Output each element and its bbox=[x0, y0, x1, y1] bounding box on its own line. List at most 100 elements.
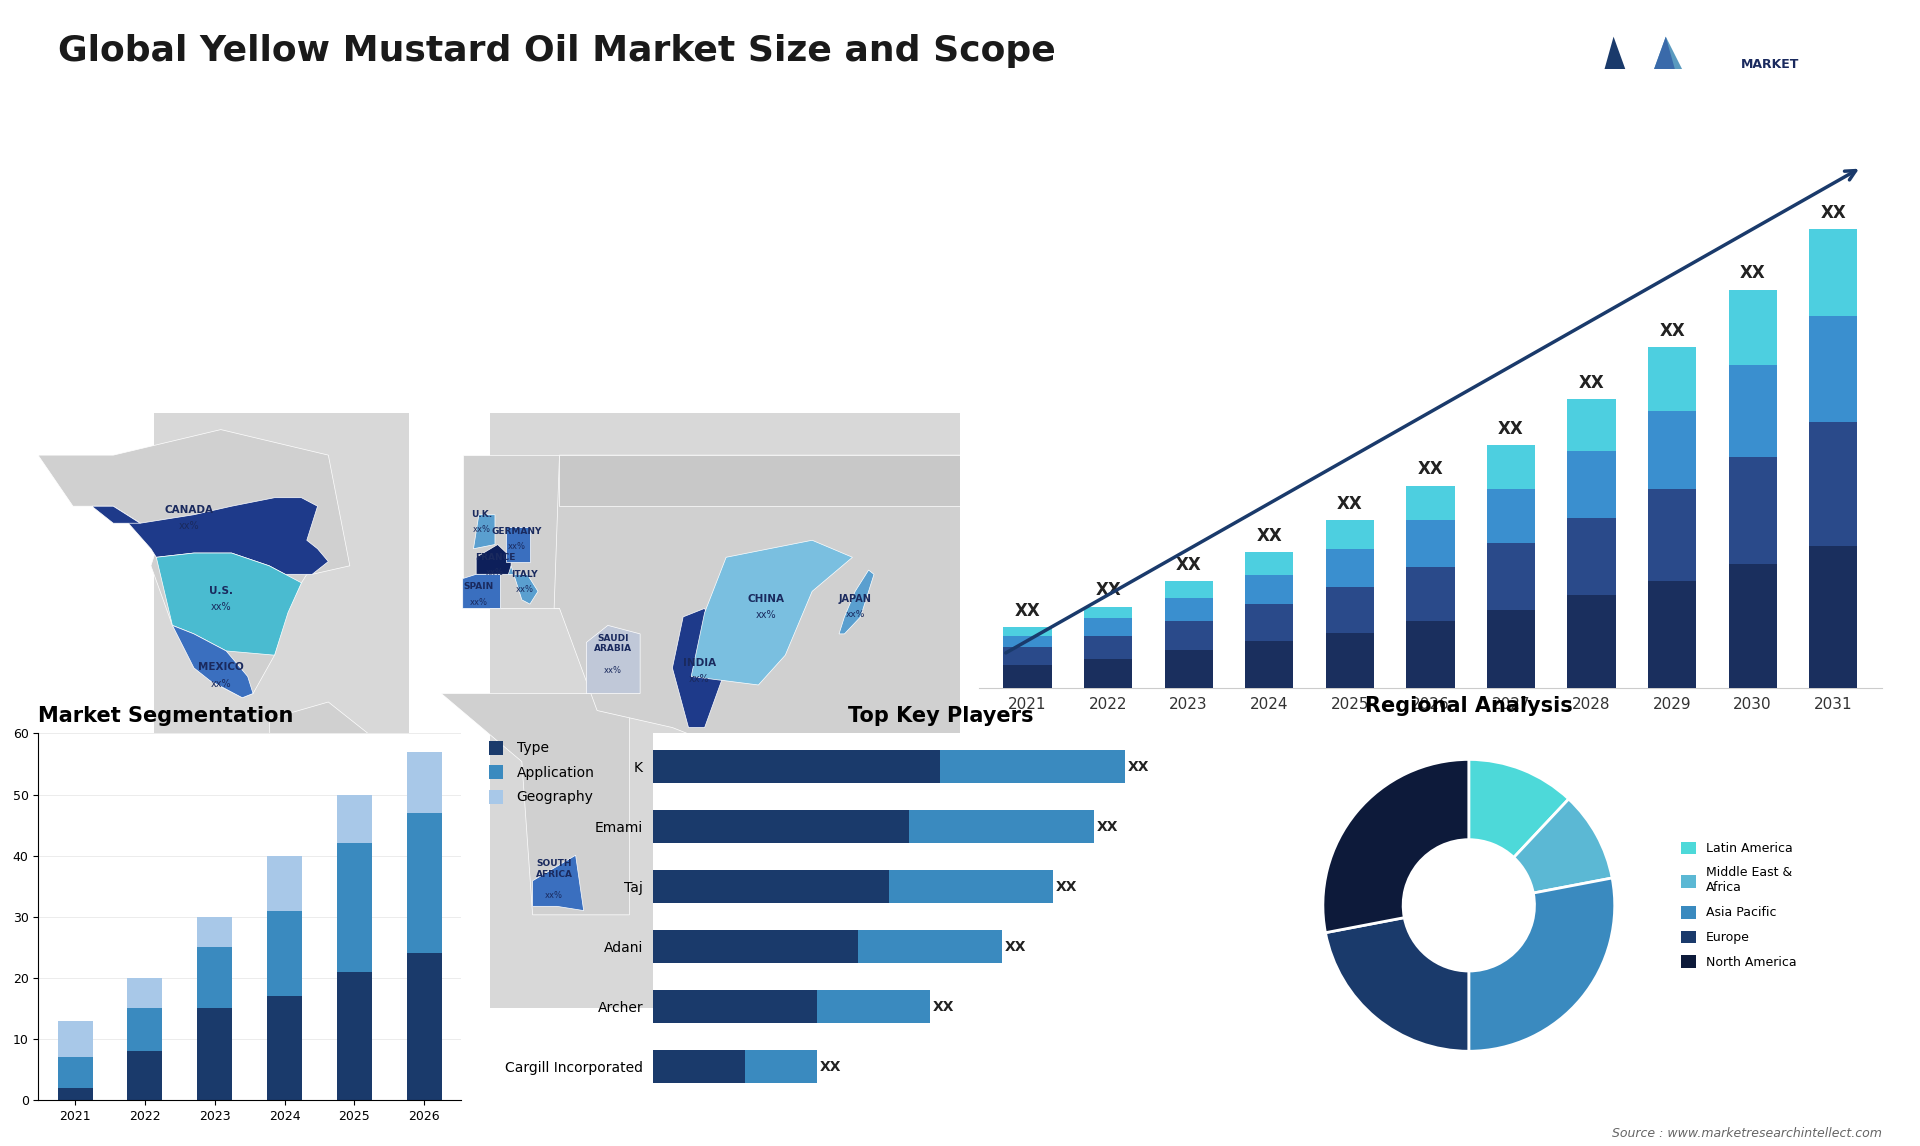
Polygon shape bbox=[839, 570, 874, 634]
Text: xx%: xx% bbox=[472, 525, 490, 534]
Text: XX: XX bbox=[1094, 581, 1121, 599]
Bar bbox=[818, 990, 929, 1023]
Bar bbox=[1405, 621, 1455, 688]
Bar bbox=[889, 870, 1052, 903]
Text: XX: XX bbox=[1498, 419, 1524, 438]
Bar bbox=[1165, 581, 1213, 598]
Bar bbox=[1325, 549, 1375, 587]
Text: RESEARCH: RESEARCH bbox=[1741, 88, 1814, 102]
Text: xx%: xx% bbox=[340, 810, 361, 821]
Legend: Latin America, Middle East &
Africa, Asia Pacific, Europe, North America: Latin America, Middle East & Africa, Asi… bbox=[1676, 837, 1801, 974]
Bar bbox=[745, 1051, 818, 1083]
Polygon shape bbox=[290, 855, 355, 996]
Bar bbox=[1165, 598, 1213, 621]
Bar bbox=[58, 1021, 92, 1058]
Polygon shape bbox=[476, 544, 511, 574]
Text: xx%: xx% bbox=[689, 674, 710, 684]
Bar bbox=[1567, 399, 1617, 452]
Legend: Type, Application, Geography: Type, Application, Geography bbox=[490, 740, 595, 804]
Polygon shape bbox=[1613, 37, 1699, 154]
Bar bbox=[336, 972, 372, 1100]
Polygon shape bbox=[1640, 37, 1724, 154]
Text: xx%: xx% bbox=[211, 602, 230, 612]
Text: Global Yellow Mustard Oil Market Size and Scope: Global Yellow Mustard Oil Market Size an… bbox=[58, 34, 1056, 69]
Text: XX: XX bbox=[1004, 940, 1027, 953]
Polygon shape bbox=[463, 455, 597, 609]
Polygon shape bbox=[156, 554, 301, 656]
Text: xx%: xx% bbox=[845, 611, 864, 620]
Bar bbox=[1567, 452, 1617, 518]
Text: INDIA: INDIA bbox=[684, 658, 716, 668]
Text: XX: XX bbox=[1417, 461, 1444, 478]
Wedge shape bbox=[1469, 878, 1615, 1051]
Text: ARGENTINA: ARGENTINA bbox=[292, 913, 355, 924]
Bar bbox=[1647, 410, 1695, 488]
Bar bbox=[1244, 552, 1294, 575]
Bar bbox=[858, 931, 1002, 964]
Bar bbox=[1728, 364, 1776, 457]
Bar bbox=[1004, 665, 1052, 688]
Text: XX: XX bbox=[820, 1060, 841, 1074]
Text: CANADA: CANADA bbox=[163, 504, 213, 515]
Bar bbox=[127, 1051, 163, 1100]
Polygon shape bbox=[1580, 37, 1640, 154]
Text: XX: XX bbox=[1578, 374, 1605, 392]
Polygon shape bbox=[474, 515, 495, 549]
Polygon shape bbox=[38, 430, 349, 698]
Bar bbox=[267, 911, 301, 996]
Bar bbox=[1728, 290, 1776, 364]
Bar bbox=[1809, 315, 1857, 423]
Polygon shape bbox=[113, 497, 328, 574]
Bar bbox=[1647, 347, 1695, 410]
Bar bbox=[19, 413, 154, 1008]
Wedge shape bbox=[1513, 799, 1613, 893]
Text: XX: XX bbox=[933, 1000, 954, 1014]
Text: xx%: xx% bbox=[313, 929, 332, 939]
Text: INTELLECT: INTELLECT bbox=[1741, 119, 1814, 133]
Bar bbox=[407, 953, 442, 1100]
Bar bbox=[198, 917, 232, 948]
Text: CHINA: CHINA bbox=[749, 594, 785, 604]
Text: xx%: xx% bbox=[545, 892, 563, 901]
Bar bbox=[1325, 633, 1375, 688]
Text: xx%: xx% bbox=[211, 678, 230, 689]
Text: XX: XX bbox=[1129, 760, 1150, 774]
Polygon shape bbox=[586, 626, 639, 693]
Wedge shape bbox=[1469, 760, 1569, 857]
Bar bbox=[267, 996, 301, 1100]
Wedge shape bbox=[1325, 918, 1469, 1051]
Text: U.K.: U.K. bbox=[470, 510, 492, 519]
Text: XX: XX bbox=[1740, 265, 1766, 282]
Bar bbox=[1728, 457, 1776, 564]
Polygon shape bbox=[532, 855, 584, 911]
Polygon shape bbox=[269, 702, 396, 1000]
Bar bbox=[1405, 520, 1455, 566]
Text: BRAZIL: BRAZIL bbox=[328, 794, 371, 804]
Bar bbox=[336, 794, 372, 843]
Bar bbox=[1486, 446, 1536, 488]
Bar bbox=[1486, 610, 1536, 688]
Bar bbox=[653, 751, 941, 783]
Bar bbox=[1809, 229, 1857, 315]
Polygon shape bbox=[290, 740, 396, 889]
Bar bbox=[1567, 595, 1617, 688]
Bar bbox=[653, 931, 858, 964]
Bar bbox=[1567, 518, 1617, 595]
Text: XX: XX bbox=[1096, 819, 1119, 833]
Bar bbox=[1244, 642, 1294, 688]
Bar bbox=[653, 810, 910, 843]
Text: XX: XX bbox=[1820, 204, 1847, 222]
Bar bbox=[1165, 650, 1213, 688]
Title: Top Key Players: Top Key Players bbox=[849, 706, 1033, 727]
Text: Source : www.marketresearchintellect.com: Source : www.marketresearchintellect.com bbox=[1611, 1128, 1882, 1140]
Bar bbox=[198, 948, 232, 1008]
Text: JAPAN: JAPAN bbox=[839, 594, 872, 604]
Polygon shape bbox=[505, 527, 530, 562]
Text: MARKET: MARKET bbox=[1741, 57, 1799, 71]
Bar bbox=[267, 856, 301, 911]
Bar bbox=[1085, 619, 1133, 636]
Bar bbox=[1486, 488, 1536, 543]
Text: ITALY: ITALY bbox=[511, 570, 538, 579]
Wedge shape bbox=[1323, 760, 1469, 933]
Text: XX: XX bbox=[1056, 880, 1077, 894]
